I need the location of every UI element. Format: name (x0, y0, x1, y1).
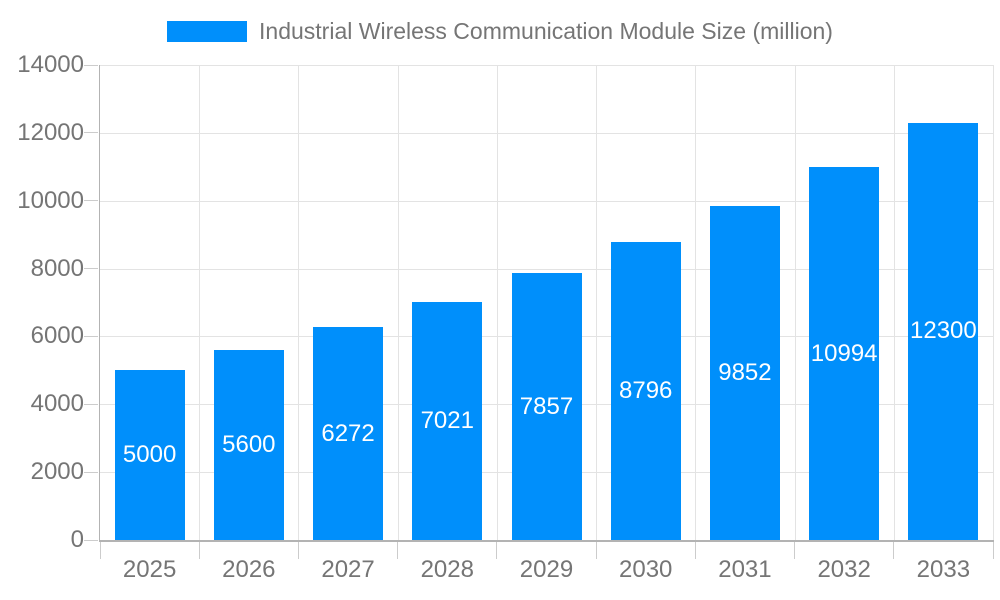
bar[interactable]: 5000 (114, 370, 185, 540)
x-tick-label: 2030 (619, 556, 673, 583)
x-tick-label: 2028 (420, 556, 474, 583)
y-tick-label: 6000 (30, 322, 84, 350)
y-axis-tick (84, 200, 98, 202)
bar[interactable]: 10994 (809, 167, 880, 540)
y-axis-tick (84, 132, 98, 134)
y-tick-label: 2000 (30, 458, 84, 486)
gridline-horizontal (100, 268, 993, 270)
bar[interactable]: 7857 (511, 273, 582, 540)
plot-right-border (993, 65, 994, 540)
legend-swatch (167, 21, 248, 42)
gridline-vertical (794, 65, 796, 540)
gridline-vertical (496, 65, 498, 540)
bar[interactable]: 7021 (412, 301, 483, 540)
y-tick-label: 8000 (30, 254, 84, 282)
y-axis-tick (84, 268, 98, 270)
gridline-vertical (596, 65, 598, 540)
x-axis-line (99, 540, 994, 542)
x-tick-label: 2026 (222, 556, 276, 583)
plot-area: 5000 5600 6272 7021 7857 8796 9852 10994 12300 (84, 64, 994, 559)
bar-value-label: 10994 (810, 339, 878, 367)
x-tick-label: 2025 (122, 556, 177, 583)
x-axis-tick (496, 542, 498, 559)
bar[interactable]: 6272 (313, 327, 384, 540)
bar-value-label: 7857 (519, 392, 574, 420)
legend-label: Industrial Wireless Communication Module… (259, 18, 833, 44)
x-axis-tick (99, 542, 101, 559)
bar-value-label: 6272 (321, 419, 375, 447)
y-axis-tick (84, 539, 98, 541)
bar-value-label: 8796 (619, 376, 673, 404)
gridline-vertical (695, 65, 697, 540)
gridline-vertical (397, 65, 399, 540)
x-tick-label: 2027 (321, 556, 375, 583)
x-axis-tick (297, 542, 299, 559)
y-tick-label: 10000 (17, 186, 84, 214)
x-axis-tick (992, 542, 994, 559)
bar-value-label: 9852 (718, 358, 772, 386)
bar[interactable]: 5600 (213, 350, 284, 540)
bar-value-label: 5600 (222, 431, 276, 458)
y-tick-label: 12000 (17, 118, 84, 146)
y-axis-line (99, 65, 100, 540)
y-tick-label: 14000 (17, 51, 84, 78)
x-axis-tick (893, 542, 895, 559)
x-axis-tick (694, 542, 696, 559)
y-tick-label: 4000 (30, 390, 84, 418)
y-tick-label: 0 (70, 526, 84, 553)
x-axis-tick (198, 542, 200, 559)
x-tick-label: 2029 (519, 556, 574, 583)
bar[interactable]: 9852 (709, 205, 780, 540)
bar-value-label: 7021 (420, 406, 474, 434)
y-axis-tick (84, 335, 98, 337)
bar[interactable]: 12300 (908, 122, 979, 540)
legend[interactable]: Industrial Wireless Communication Module… (0, 18, 1000, 45)
x-axis-tick (595, 542, 597, 559)
y-axis-tick (84, 403, 98, 405)
plot-top-border (100, 65, 993, 66)
gridline-horizontal (100, 132, 993, 134)
y-axis-tick (84, 471, 98, 473)
gridline-vertical (893, 65, 895, 540)
bar-value-label: 5000 (122, 441, 177, 469)
gridline-vertical (199, 65, 201, 540)
x-axis-tick (397, 542, 399, 559)
x-tick-label: 2032 (817, 556, 871, 583)
x-tick-label: 2031 (718, 556, 772, 583)
x-tick-label: 2033 (916, 556, 971, 583)
x-axis-tick (794, 542, 796, 559)
gridline-vertical (298, 65, 300, 540)
bar[interactable]: 8796 (610, 241, 681, 540)
gridline-horizontal (100, 200, 993, 202)
y-axis-tick (84, 64, 98, 66)
bar-value-label: 12300 (910, 317, 977, 345)
